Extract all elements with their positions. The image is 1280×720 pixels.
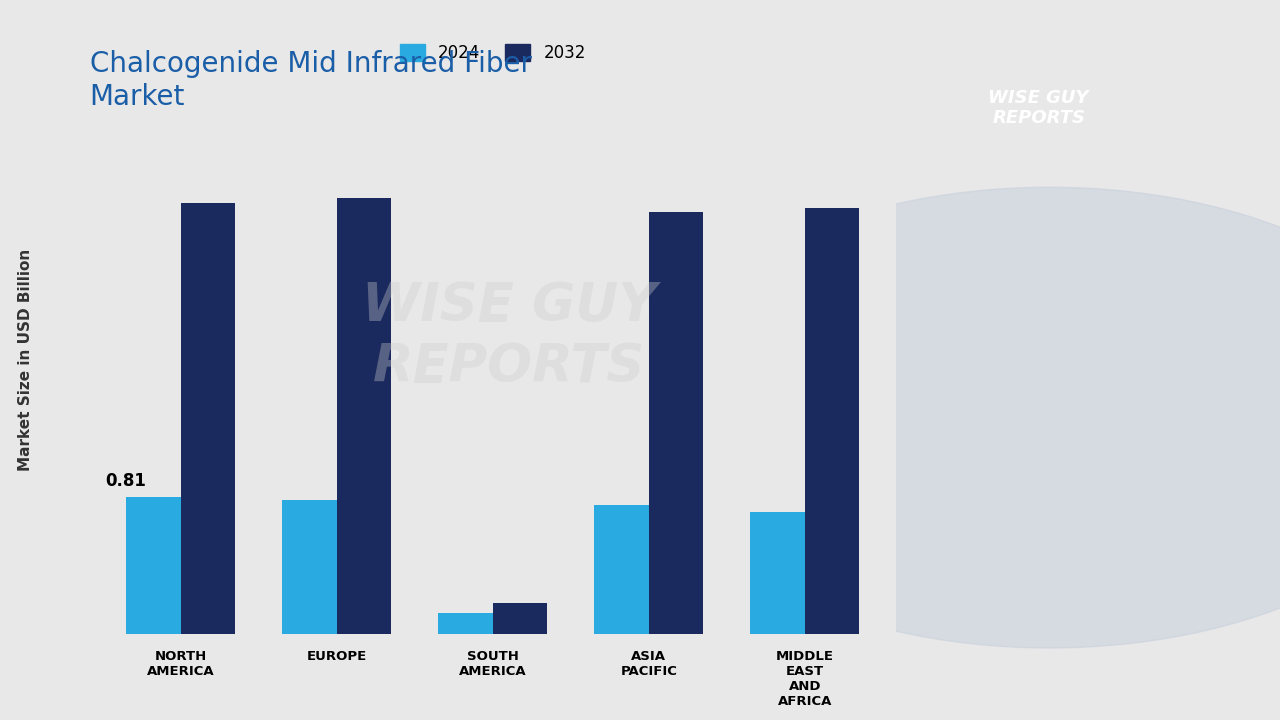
Bar	[282, 500, 337, 634]
Text: WISE GUY
REPORTS: WISE GUY REPORTS	[988, 89, 1089, 127]
Text: Chalcogenide Mid Infrared Fiber
Market: Chalcogenide Mid Infrared Fiber Market	[90, 50, 531, 111]
Bar	[649, 212, 704, 634]
Text: Market Size in USD Billion: Market Size in USD Billion	[18, 249, 33, 471]
Bar	[438, 613, 493, 634]
Bar	[493, 603, 548, 634]
Bar	[337, 198, 392, 634]
Legend: 2024, 2032: 2024, 2032	[393, 37, 593, 68]
Bar	[750, 512, 805, 634]
Text: 0.81: 0.81	[105, 472, 146, 490]
Text: WISE GUY
REPORTS: WISE GUY REPORTS	[362, 281, 657, 392]
Bar	[180, 203, 236, 634]
Bar	[594, 505, 649, 634]
Bar	[127, 497, 180, 634]
Bar	[805, 208, 859, 634]
